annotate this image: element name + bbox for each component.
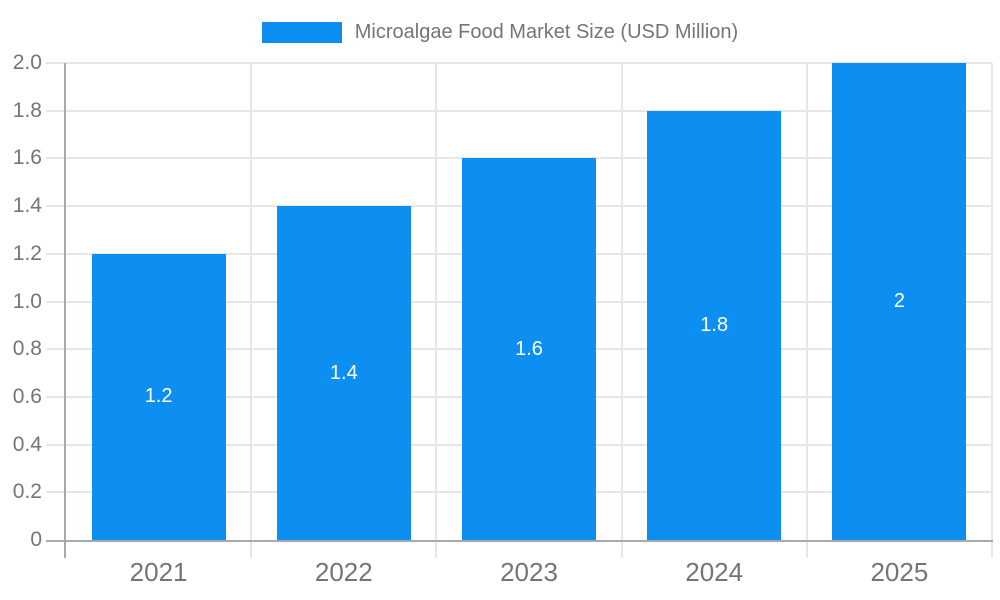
bar-value-label: 1.8: [700, 313, 729, 336]
y-axis-labels: 0 0.2 0.4 0.6 0.8 1.0 1.2 1.4 1.6 1.8 2.0: [0, 51, 42, 551]
x-tick-label: 2022: [314, 557, 373, 587]
y-tick-label: 2.0: [12, 51, 42, 74]
gridline-vertical: [435, 63, 437, 558]
y-tick-label: 0.8: [12, 337, 42, 361]
x-tick-label: 2024: [685, 557, 744, 587]
y-tick-label: 0.6: [12, 384, 42, 408]
bar-value-label: 1.6: [515, 337, 543, 360]
x-axis-line: [46, 540, 993, 542]
bar-2025[interactable]: 2: [832, 63, 967, 540]
gridline-horizontal: [46, 62, 992, 64]
x-axis-labels: 2021 2022 2023 2024 2025: [66, 556, 992, 596]
bar-2022[interactable]: 1.4: [276, 206, 411, 540]
gridline-vertical: [621, 63, 623, 558]
gridline-horizontal: [46, 157, 992, 160]
y-tick-label: 0.2: [12, 480, 42, 504]
x-tick-label: 2021: [129, 557, 188, 587]
bar-value-label: 1.4: [329, 361, 358, 384]
y-tick-label: 0: [30, 528, 42, 551]
bar-2021[interactable]: 1.2: [91, 253, 226, 540]
bar-2024[interactable]: 1.8: [647, 110, 782, 540]
gridline-vertical: [806, 63, 808, 558]
gridline-vertical: [250, 63, 252, 558]
plot-area: 1.2 1.4 1.6 1.8 2: [46, 62, 993, 558]
y-tick-label: 0.4: [12, 432, 42, 456]
y-tick-label: 1.0: [12, 289, 42, 313]
y-axis-line: [64, 63, 66, 558]
gridline-horizontal: [46, 109, 992, 112]
y-tick-label: 1.2: [12, 241, 42, 265]
legend-label: Microalgae Food Market Size (USD Million…: [354, 21, 739, 43]
legend-swatch: [261, 22, 342, 43]
x-tick-label: 2023: [500, 557, 558, 587]
legend[interactable]: Microalgae Food Market Size (USD Million…: [0, 21, 1000, 44]
gridline-vertical: [991, 63, 993, 558]
y-tick-label: 1.4: [12, 194, 42, 218]
bar-value-label: 1.2: [144, 385, 173, 408]
bar-2023[interactable]: 1.6: [462, 158, 596, 540]
y-tick-label: 1.6: [12, 146, 42, 170]
bar-value-label: 2: [893, 290, 905, 312]
x-tick-label: 2025: [870, 557, 929, 587]
y-tick-label: 1.8: [12, 98, 42, 122]
